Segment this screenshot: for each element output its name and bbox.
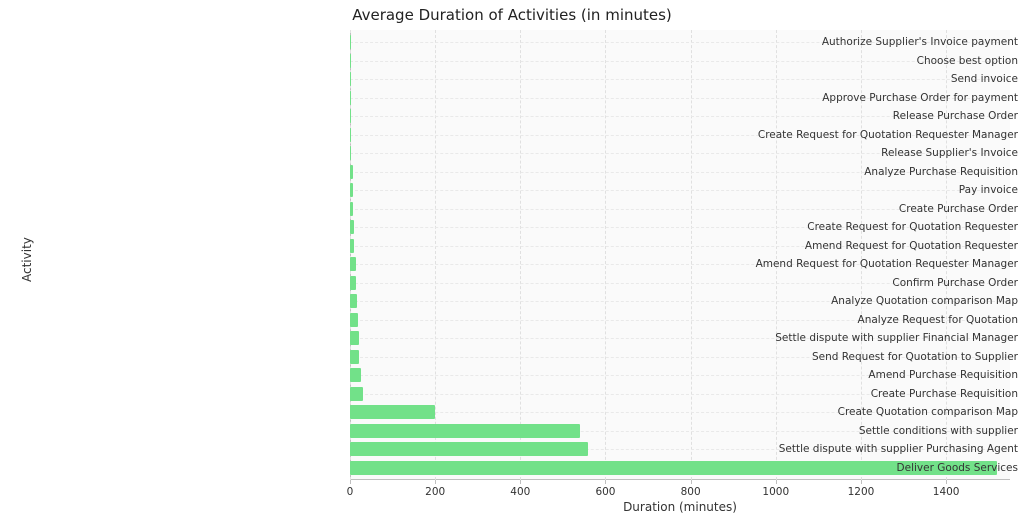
bar-row: [350, 331, 359, 345]
bar-row: [350, 257, 356, 271]
ytick-label: Pay invoice: [676, 184, 1018, 196]
ytick-label: Settle conditions with supplier: [676, 425, 1018, 437]
bar-row: [350, 239, 354, 253]
bar-row: [350, 424, 580, 438]
yaxis-title: Activity: [20, 237, 34, 282]
bar: [350, 294, 357, 308]
ytick-label: Create Quotation comparison Map: [676, 406, 1018, 418]
ytick-label: Settle dispute with supplier Purchasing …: [676, 443, 1018, 455]
ytick-label: Amend Request for Quotation Requester: [676, 240, 1018, 252]
bar: [350, 54, 351, 68]
ytick-label: Send Request for Quotation to Supplier: [676, 351, 1018, 363]
bar-row: [350, 294, 357, 308]
ytick-label: Choose best option: [676, 55, 1018, 67]
ytick-label: Release Purchase Order: [676, 110, 1018, 122]
ytick-label: Settle dispute with supplier Financial M…: [676, 332, 1018, 344]
ytick-label: Create Request for Quotation Requester: [676, 221, 1018, 233]
bar: [350, 109, 351, 123]
bar-row: [350, 368, 361, 382]
xtick-label: 1000: [762, 486, 789, 498]
bar-row: [350, 128, 351, 142]
bar-row: [350, 91, 351, 105]
ytick-label: Amend Purchase Requisition: [676, 369, 1018, 381]
bar-row: [350, 350, 359, 364]
bar: [350, 165, 353, 179]
bar: [350, 35, 351, 49]
ytick-label: Approve Purchase Order for payment: [676, 92, 1018, 104]
bar: [350, 72, 351, 86]
bar: [350, 405, 435, 419]
chart-title: Average Duration of Activities (in minut…: [0, 6, 1024, 24]
ytick-label: Analyze Request for Quotation: [676, 314, 1018, 326]
xtick-label: 200: [425, 486, 445, 498]
bar: [350, 387, 363, 401]
xtick-label: 1400: [933, 486, 960, 498]
xtick: [946, 480, 947, 484]
xtick: [776, 480, 777, 484]
bar-row: [350, 220, 354, 234]
xtick: [435, 480, 436, 484]
ytick-label: Deliver Goods Services: [676, 462, 1018, 474]
xtick-label: 400: [510, 486, 530, 498]
bar-row: [350, 276, 356, 290]
bar-row: [350, 442, 588, 456]
bar: [350, 239, 354, 253]
bar: [350, 331, 359, 345]
xtick: [861, 480, 862, 484]
bar-row: [350, 109, 351, 123]
xtick: [691, 480, 692, 484]
bar: [350, 442, 588, 456]
ytick-label: Release Supplier's Invoice: [676, 147, 1018, 159]
bar-row: [350, 165, 353, 179]
bar: [350, 257, 356, 271]
ytick-label: Create Purchase Order: [676, 203, 1018, 215]
bar-row: [350, 313, 358, 327]
bar: [350, 276, 356, 290]
ytick-label: Amend Request for Quotation Requester Ma…: [676, 258, 1018, 270]
bar: [350, 220, 354, 234]
bar: [350, 368, 361, 382]
bar: [350, 202, 353, 216]
axis-spine-bottom: [350, 479, 1010, 480]
ytick-label: Send invoice: [676, 73, 1018, 85]
bar: [350, 424, 580, 438]
xaxis-title: Duration (minutes): [350, 500, 1010, 514]
bar-row: [350, 54, 351, 68]
bar-row: [350, 146, 351, 160]
ytick-label: Confirm Purchase Order: [676, 277, 1018, 289]
xtick-label: 600: [595, 486, 615, 498]
xtick-label: 800: [681, 486, 701, 498]
ytick-label: Analyze Purchase Requisition: [676, 166, 1018, 178]
bar: [350, 183, 353, 197]
xtick: [350, 480, 351, 484]
bar-row: [350, 72, 351, 86]
bar-row: [350, 183, 353, 197]
bar-row: [350, 35, 351, 49]
bar-row: [350, 405, 435, 419]
bar-row: [350, 387, 363, 401]
bar: [350, 128, 351, 142]
ytick-label: Analyze Quotation comparison Map: [676, 295, 1018, 307]
xtick-label: 0: [347, 486, 354, 498]
bar: [350, 350, 359, 364]
ytick-label: Create Request for Quotation Requester M…: [676, 129, 1018, 141]
xtick: [605, 480, 606, 484]
xtick: [520, 480, 521, 484]
ytick-label: Create Purchase Requisition: [676, 388, 1018, 400]
ytick-label: Authorize Supplier's Invoice payment: [676, 36, 1018, 48]
bar: [350, 91, 351, 105]
bar: [350, 313, 358, 327]
bar-row: [350, 202, 353, 216]
bar: [350, 146, 351, 160]
chart-container: Average Duration of Activities (in minut…: [0, 0, 1024, 517]
xtick-label: 1200: [848, 486, 875, 498]
